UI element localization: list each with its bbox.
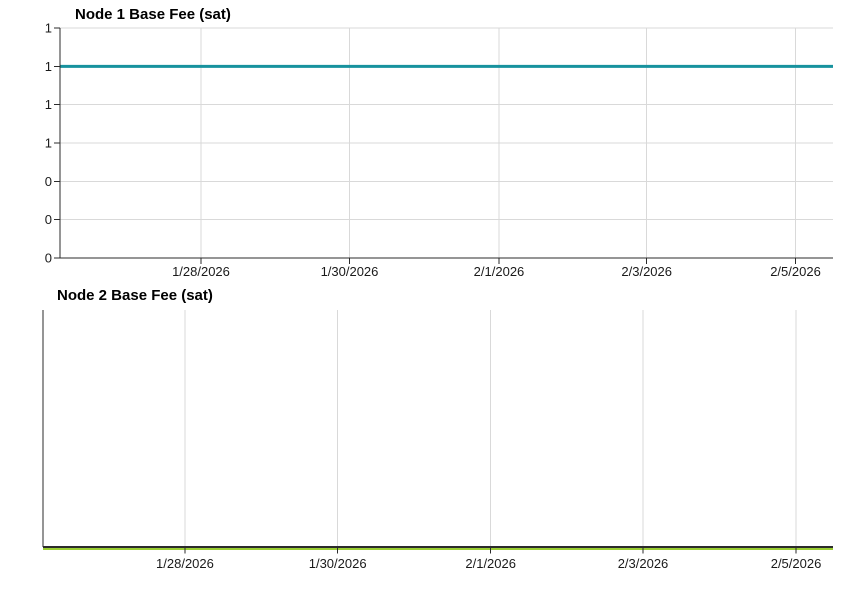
chart-title-node-1-base-fee: Node 1 Base Fee (sat): [75, 6, 231, 23]
x-tick-label: 1/30/2026: [309, 556, 367, 571]
x-tick-label: 2/1/2026: [465, 556, 516, 571]
x-tick-label: 2/5/2026: [770, 264, 821, 279]
x-tick-label: 1/28/2026: [156, 556, 214, 571]
x-tick-label: 2/5/2026: [771, 556, 822, 571]
y-tick-label: 0: [45, 212, 52, 227]
y-tick-label: 0: [45, 174, 52, 189]
y-tick-label: 1: [45, 21, 52, 36]
y-tick-label: 1: [45, 59, 52, 74]
y-tick-label: 1: [45, 136, 52, 151]
x-tick-label: 2/3/2026: [618, 556, 669, 571]
x-tick-label: 1/30/2026: [321, 264, 379, 279]
y-tick-label: 0: [45, 251, 52, 266]
chart-title-node-2-base-fee: Node 2 Base Fee (sat): [57, 287, 213, 304]
y-tick-label: 1: [45, 97, 52, 112]
x-tick-label: 1/28/2026: [172, 264, 230, 279]
x-tick-label: 2/3/2026: [621, 264, 672, 279]
x-tick-label: 2/1/2026: [474, 264, 525, 279]
